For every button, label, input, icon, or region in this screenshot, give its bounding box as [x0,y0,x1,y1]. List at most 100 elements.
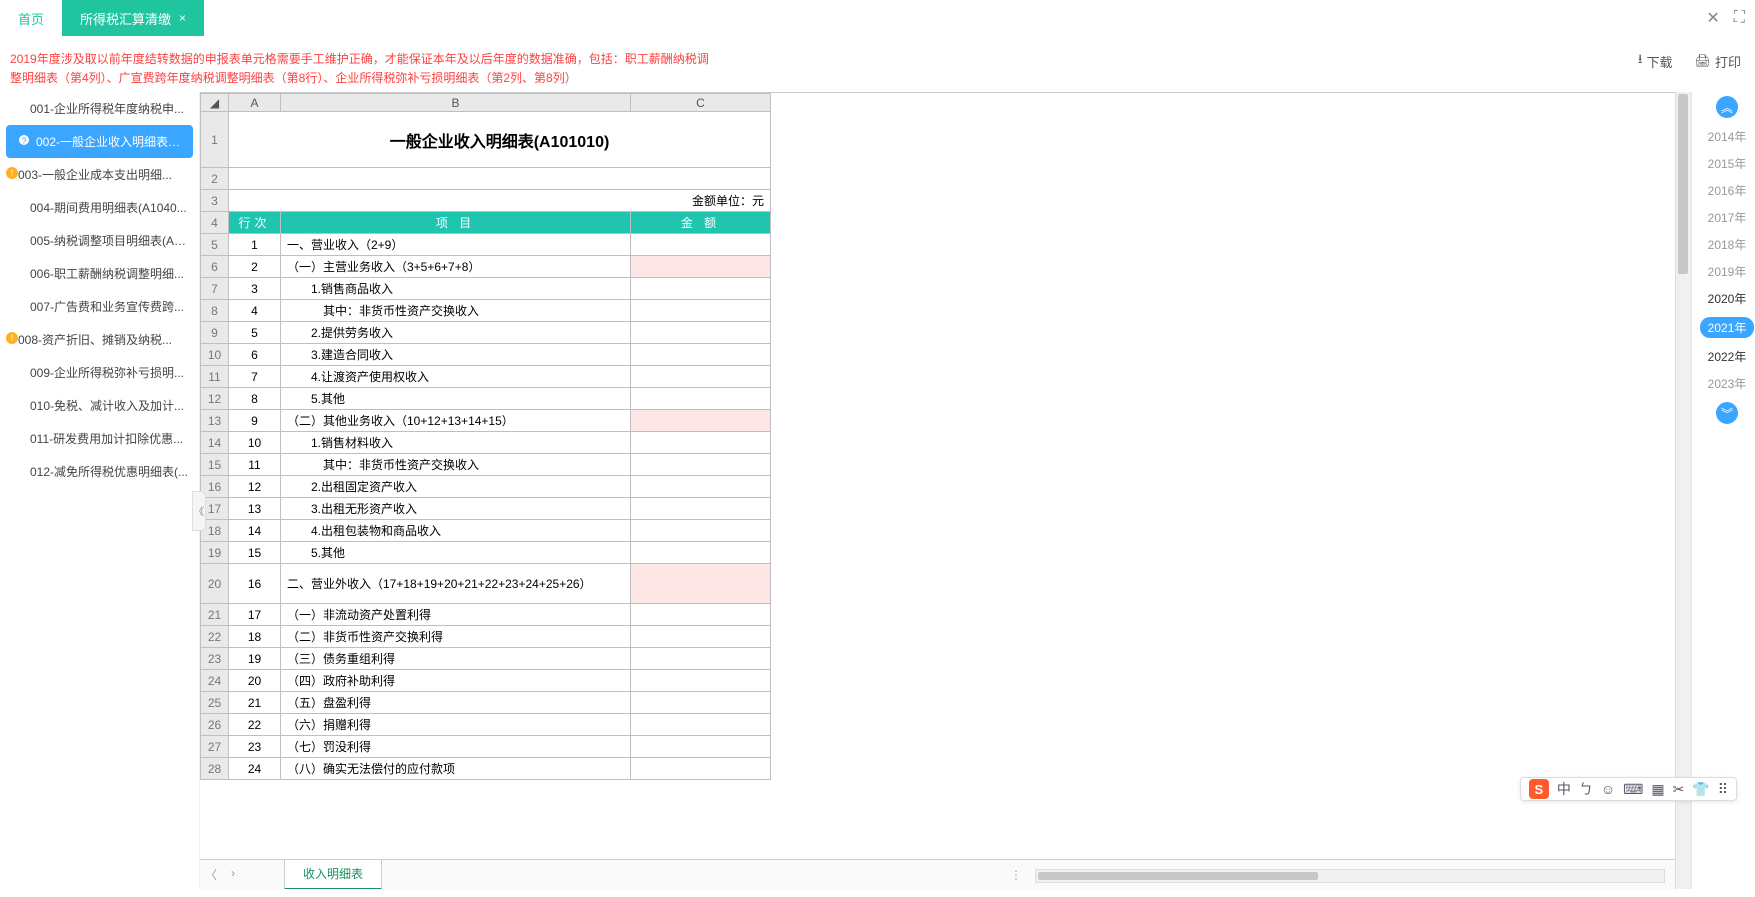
row-header[interactable]: 28 [201,758,229,780]
year-option[interactable]: 2015年 [1708,155,1747,172]
cell-item[interactable]: 4.出租包装物和商品收入 [281,520,631,542]
row-header[interactable]: 7 [201,278,229,300]
year-option[interactable]: 2014年 [1708,128,1747,145]
sidebar-item[interactable]: !003-一般企业成本支出明细... [0,158,199,191]
fullscreen-icon[interactable]: ⛶ [1734,9,1745,27]
row-header[interactable]: 2 [201,168,229,190]
sidebar-item[interactable]: 009-企业所得税弥补亏损明... [0,356,199,389]
year-option[interactable]: 2021年 [1700,317,1755,338]
cell-seq[interactable]: 3 [229,278,281,300]
year-up-icon[interactable]: ︽ [1716,96,1738,118]
col-header-a[interactable]: A [229,94,281,112]
year-option[interactable]: 2022年 [1708,348,1747,365]
row-header[interactable]: 14 [201,432,229,454]
sidebar-collapse-handle[interactable]: 《 [192,491,206,531]
cell-amount[interactable] [631,344,771,366]
cell-item[interactable]: 2.出租固定资产收入 [281,476,631,498]
row-header[interactable]: 24 [201,670,229,692]
row-header[interactable]: 13 [201,410,229,432]
print-button[interactable]: 🖨 打印 [1694,52,1741,71]
v-scroll-thumb[interactable] [1678,94,1688,274]
year-option[interactable]: 2020年 [1708,290,1747,307]
h-scroll-thumb[interactable] [1038,872,1318,880]
cell-item[interactable]: 一、营业收入（2+9） [281,234,631,256]
row-header[interactable]: 4 [201,212,229,234]
cell-item[interactable]: （二）非货币性资产交换利得 [281,626,631,648]
ime-icon[interactable]: ☺ [1601,781,1615,797]
vertical-scrollbar[interactable] [1675,92,1691,889]
cell-seq[interactable]: 16 [229,564,281,604]
row-header[interactable]: 19 [201,542,229,564]
horizontal-scrollbar[interactable] [1035,869,1665,883]
cell-seq[interactable]: 23 [229,736,281,758]
cell-item[interactable]: （七）罚没利得 [281,736,631,758]
cell-item[interactable]: 5.其他 [281,542,631,564]
cell-item[interactable]: 3.建造合同收入 [281,344,631,366]
cell-amount[interactable] [631,300,771,322]
row-header[interactable]: 26 [201,714,229,736]
row-header[interactable]: 15 [201,454,229,476]
sidebar-item[interactable]: 012-减免所得税优惠明细表(... [0,455,199,488]
cell-seq[interactable]: 22 [229,714,281,736]
sheet-nav-first-icon[interactable]: 〈 [200,866,222,883]
row-header[interactable]: 20 [201,564,229,604]
col-header-c[interactable]: C [631,94,771,112]
cell-amount[interactable] [631,758,771,780]
ime-icon[interactable]: ⠿ [1718,781,1728,798]
row-header[interactable]: 5 [201,234,229,256]
row-header[interactable]: 10 [201,344,229,366]
cell-seq[interactable]: 11 [229,454,281,476]
cell-amount[interactable] [631,736,771,758]
cell-seq[interactable]: 17 [229,604,281,626]
cell-amount[interactable] [631,454,771,476]
cell-amount[interactable] [631,714,771,736]
close-icon[interactable]: × [179,11,186,25]
cell-amount[interactable] [631,498,771,520]
cell-seq[interactable]: 1 [229,234,281,256]
cell-item[interactable]: 1.销售商品收入 [281,278,631,300]
cell-amount[interactable] [631,366,771,388]
year-option[interactable]: 2017年 [1708,209,1747,226]
cell-amount[interactable] [631,388,771,410]
sidebar-item[interactable]: 004-期间费用明细表(A1040... [0,191,199,224]
cell-seq[interactable]: 9 [229,410,281,432]
sidebar-item[interactable]: 006-职工薪酬纳税调整明细... [0,257,199,290]
cell-amount[interactable] [631,322,771,344]
download-button[interactable]: ⭳ 下载 [1638,50,1673,72]
sidebar-item[interactable]: 011-研发费用加计扣除优惠... [0,422,199,455]
sidebar-item[interactable]: 007-广告费和业务宣传费跨... [0,290,199,323]
year-option[interactable]: 2019年 [1708,263,1747,280]
cell-amount[interactable] [631,542,771,564]
cell-item[interactable]: 其中：非货币性资产交换收入 [281,454,631,476]
tab-active[interactable]: 所得税汇算清缴 × [62,0,204,36]
ime-logo-icon[interactable]: S [1529,779,1549,799]
cell-item[interactable]: 1.销售材料收入 [281,432,631,454]
cell-item[interactable]: 3.出租无形资产收入 [281,498,631,520]
year-option[interactable]: 2023年 [1708,375,1747,392]
row-header[interactable]: 21 [201,604,229,626]
cell-amount[interactable] [631,648,771,670]
cell-item[interactable]: （五）盘盈利得 [281,692,631,714]
cell-item[interactable]: （六）捐赠利得 [281,714,631,736]
row-header[interactable]: 6 [201,256,229,278]
cell-seq[interactable]: 24 [229,758,281,780]
ime-icon[interactable]: 👕 [1692,781,1709,798]
cell-seq[interactable]: 13 [229,498,281,520]
sheet-tab[interactable]: 收入明细表 [284,860,382,890]
cell-seq[interactable]: 6 [229,344,281,366]
ime-dock[interactable]: S中ㄅ☺⌨▦✂👕⠿ [1520,777,1737,801]
cell-seq[interactable]: 7 [229,366,281,388]
cell-seq[interactable]: 19 [229,648,281,670]
year-option[interactable]: 2018年 [1708,236,1747,253]
cell-amount[interactable] [631,626,771,648]
cell-item[interactable]: （八）确实无法偿付的应付款项 [281,758,631,780]
sheet-options-icon[interactable]: ⋮ [1010,868,1022,882]
row-header[interactable]: 9 [201,322,229,344]
year-down-icon[interactable]: ︾ [1716,402,1738,424]
row-header[interactable]: 23 [201,648,229,670]
cell-amount[interactable] [631,604,771,626]
cell-item[interactable]: （一）主营业务收入（3+5+6+7+8） [281,256,631,278]
ime-icon[interactable]: 中 [1557,779,1571,799]
cell-item[interactable]: （二）其他业务收入（10+12+13+14+15） [281,410,631,432]
year-option[interactable]: 2016年 [1708,182,1747,199]
